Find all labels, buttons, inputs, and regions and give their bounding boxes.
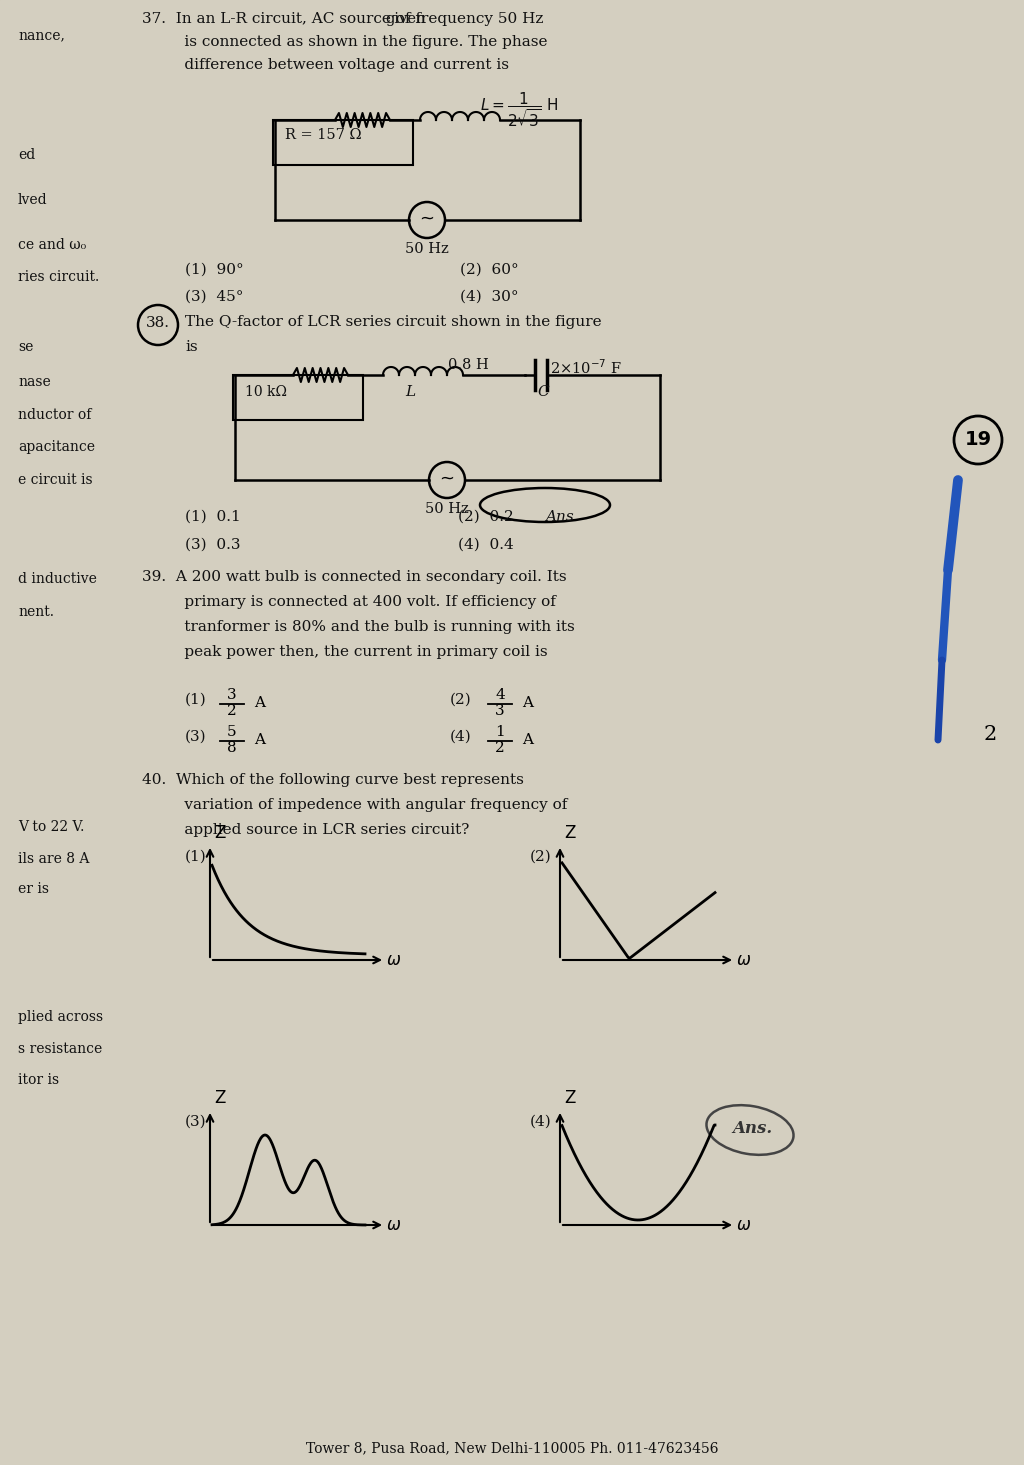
Text: L: L	[406, 385, 415, 398]
Text: ~: ~	[439, 470, 455, 488]
Text: 50 Hz: 50 Hz	[406, 242, 449, 256]
Text: Z: Z	[214, 1088, 225, 1108]
Text: 37.  In an L-R circuit, AC source of frequency 50 Hz: 37. In an L-R circuit, AC source of freq…	[142, 12, 544, 26]
Text: 38.: 38.	[146, 316, 170, 330]
Text: 40.  Which of the following curve best represents: 40. Which of the following curve best re…	[142, 774, 524, 787]
Text: apacitance: apacitance	[18, 440, 95, 454]
Text: (1)  90°: (1) 90°	[185, 264, 244, 277]
Text: (2): (2)	[530, 850, 552, 864]
Text: (1): (1)	[185, 693, 207, 708]
Text: C: C	[537, 385, 549, 398]
Text: nase: nase	[18, 375, 51, 390]
Text: A: A	[254, 696, 265, 711]
Text: 2×10$^{-7}$ F: 2×10$^{-7}$ F	[550, 357, 622, 377]
Bar	[273, 120, 413, 166]
Text: Z: Z	[214, 823, 225, 842]
Text: (2): (2)	[450, 693, 472, 708]
Text: er is: er is	[18, 882, 49, 897]
Text: se: se	[18, 340, 34, 355]
Text: ω: ω	[737, 951, 751, 968]
Text: Ans.: Ans.	[732, 1121, 772, 1137]
Text: (1)  0.1: (1) 0.1	[185, 510, 241, 524]
Text: (4)  0.4: (4) 0.4	[458, 538, 514, 552]
Text: 2: 2	[227, 705, 237, 718]
Text: 2: 2	[983, 725, 996, 744]
Text: 0.8 H: 0.8 H	[449, 357, 488, 372]
Text: e circuit is: e circuit is	[18, 473, 92, 486]
Text: A: A	[522, 732, 534, 747]
Text: The Q-factor of LCR series circuit shown in the figure: The Q-factor of LCR series circuit shown…	[185, 315, 602, 330]
Text: is connected as shown in the figure. The phase: is connected as shown in the figure. The…	[160, 35, 548, 48]
Text: ed: ed	[18, 148, 35, 163]
Text: A: A	[522, 696, 534, 711]
Text: ries circuit.: ries circuit.	[18, 270, 99, 284]
Text: Ans: Ans	[545, 510, 573, 524]
Text: nductor of: nductor of	[18, 407, 91, 422]
Text: given: given	[385, 12, 426, 26]
Bar	[233, 375, 362, 420]
Text: V to 22 V.: V to 22 V.	[18, 820, 84, 834]
Text: R = 157 Ω: R = 157 Ω	[285, 127, 361, 142]
Text: (4)  30°: (4) 30°	[460, 290, 518, 305]
Text: 3: 3	[227, 689, 237, 702]
Text: ω: ω	[737, 1216, 751, 1234]
Text: (3): (3)	[185, 730, 207, 744]
Text: 2: 2	[496, 741, 505, 754]
Text: nance,: nance,	[18, 28, 65, 42]
Text: primary is connected at 400 volt. If efficiency of: primary is connected at 400 volt. If eff…	[160, 595, 556, 609]
Text: ω: ω	[387, 1216, 400, 1234]
Text: ~: ~	[420, 209, 434, 229]
Text: peak power then, the current in primary coil is: peak power then, the current in primary …	[160, 645, 548, 659]
Text: ω: ω	[387, 951, 400, 968]
Text: (1): (1)	[185, 850, 207, 864]
Text: is: is	[185, 340, 198, 355]
Text: ce and ω₀: ce and ω₀	[18, 237, 86, 252]
Text: Z: Z	[564, 1088, 575, 1108]
Text: (3): (3)	[185, 1115, 207, 1130]
Text: 3: 3	[496, 705, 505, 718]
Text: Tower 8, Pusa Road, New Delhi-110005 Ph. 011-47623456: Tower 8, Pusa Road, New Delhi-110005 Ph.…	[306, 1442, 718, 1455]
Text: nent.: nent.	[18, 605, 54, 620]
Text: (4): (4)	[450, 730, 472, 744]
Text: 50 Hz: 50 Hz	[425, 502, 469, 516]
Text: 19: 19	[965, 431, 991, 448]
Text: 10 kΩ: 10 kΩ	[245, 385, 287, 398]
Text: variation of impedence with angular frequency of: variation of impedence with angular freq…	[160, 798, 567, 812]
Text: tranformer is 80% and the bulb is running with its: tranformer is 80% and the bulb is runnin…	[160, 620, 574, 634]
Text: 8: 8	[227, 741, 237, 754]
Text: difference between voltage and current is: difference between voltage and current i…	[160, 59, 509, 72]
Text: applied source in LCR series circuit?: applied source in LCR series circuit?	[160, 823, 469, 837]
Text: d inductive: d inductive	[18, 571, 97, 586]
Text: A: A	[254, 732, 265, 747]
Text: (4): (4)	[530, 1115, 552, 1130]
Text: 5: 5	[227, 725, 237, 738]
Text: s resistance: s resistance	[18, 1042, 102, 1056]
Text: (3)  0.3: (3) 0.3	[185, 538, 241, 552]
Text: 4: 4	[496, 689, 505, 702]
Text: ils are 8 A: ils are 8 A	[18, 853, 89, 866]
Text: (3)  45°: (3) 45°	[185, 290, 244, 305]
Text: lved: lved	[18, 193, 48, 207]
Text: (2)  0.2: (2) 0.2	[458, 510, 518, 524]
Text: plied across: plied across	[18, 1009, 103, 1024]
Text: $L = \dfrac{1}{2\sqrt{3}}\ \mathrm{H}$: $L = \dfrac{1}{2\sqrt{3}}\ \mathrm{H}$	[480, 89, 559, 129]
Text: Z: Z	[564, 823, 575, 842]
Text: (2)  60°: (2) 60°	[460, 264, 519, 277]
Text: 1: 1	[496, 725, 505, 738]
Text: itor is: itor is	[18, 1072, 59, 1087]
Text: 39.  A 200 watt bulb is connected in secondary coil. Its: 39. A 200 watt bulb is connected in seco…	[142, 570, 566, 585]
